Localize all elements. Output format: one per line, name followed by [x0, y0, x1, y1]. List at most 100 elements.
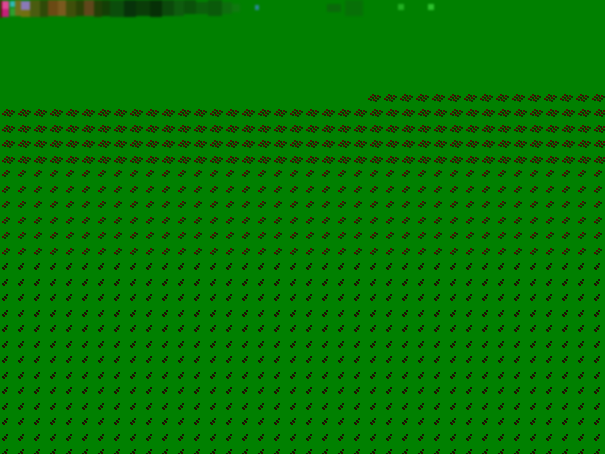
grass-tuft	[546, 341, 548, 343]
grass-tuft	[258, 387, 260, 389]
hud-pixel-block	[255, 5, 259, 10]
grass-tuft	[466, 449, 468, 451]
grass-tuft	[2, 248, 4, 250]
grass-tuft	[482, 263, 484, 265]
grass-tuft	[82, 372, 84, 374]
grass-tuft	[514, 418, 516, 420]
grass-tuft	[402, 387, 404, 389]
grass-tuft	[50, 139, 52, 141]
grass-tuft	[18, 387, 20, 389]
grass-tuft	[498, 201, 500, 203]
grass-tuft	[226, 201, 228, 203]
grass-tuft	[338, 434, 340, 436]
grass-tuft	[354, 217, 356, 219]
grass-tuft	[306, 418, 308, 420]
grass-tuft	[2, 325, 4, 327]
grass-tuft	[386, 325, 388, 327]
grass-tuft	[530, 155, 532, 157]
grass-tuft	[34, 387, 36, 389]
grass-tuft	[242, 279, 244, 281]
grass-tuft	[18, 186, 20, 188]
grass-tuft	[546, 418, 548, 420]
grass-tuft	[546, 108, 548, 110]
grass-tuft	[514, 294, 516, 296]
grass-tuft	[594, 449, 596, 451]
grass-tuft	[306, 108, 308, 110]
grass-tuft	[498, 217, 500, 219]
grass-tuft	[66, 248, 68, 250]
grass-tuft	[242, 418, 244, 420]
grass-tuft	[418, 232, 420, 234]
grass-tuft	[210, 418, 212, 420]
grass-tuft	[226, 356, 228, 358]
grass-tuft	[258, 124, 260, 126]
grass-tuft	[162, 155, 164, 157]
hud-pixel-block	[30, 0, 40, 17]
grass-tuft	[434, 232, 436, 234]
grass-tuft	[274, 387, 276, 389]
grass-tuft	[322, 155, 324, 157]
grass-tuft	[66, 356, 68, 358]
grass-tuft	[18, 201, 20, 203]
grass-tuft	[178, 139, 180, 141]
grass-tuft	[242, 186, 244, 188]
grass-tuft	[578, 341, 580, 343]
grass-tuft	[322, 325, 324, 327]
grass-tuft	[530, 387, 532, 389]
grass-tuft	[82, 201, 84, 203]
grass-tuft	[482, 155, 484, 157]
grass-tuft	[562, 248, 564, 250]
grass-tuft	[178, 170, 180, 172]
grass-tuft	[146, 124, 148, 126]
grass-tuft	[594, 403, 596, 405]
grass-tuft	[432, 93, 434, 95]
grass-tuft	[98, 418, 100, 420]
grass-tuft	[386, 232, 388, 234]
grass-tuft	[434, 186, 436, 188]
grass-tuft	[258, 403, 260, 405]
hud-pixel-block	[398, 4, 404, 10]
grass-tuft	[402, 108, 404, 110]
grass-tuft	[178, 232, 180, 234]
grass-tuft	[434, 263, 436, 265]
grass-tuft	[322, 232, 324, 234]
grass-tuft	[290, 248, 292, 250]
grass-tuft	[226, 449, 228, 451]
grass-tuft	[194, 418, 196, 420]
grass-tuft	[386, 108, 388, 110]
grass-tuft	[258, 294, 260, 296]
grass-tuft	[194, 108, 196, 110]
hud-pixel-block	[21, 1, 30, 10]
grass-tuft	[2, 139, 4, 141]
grass-tuft	[562, 124, 564, 126]
grass-tuft	[530, 186, 532, 188]
grass-tuft	[466, 279, 468, 281]
grass-tuft	[66, 434, 68, 436]
grass-tuft	[290, 186, 292, 188]
grass-tuft	[258, 325, 260, 327]
grass-tuft	[322, 201, 324, 203]
grass-tuft	[418, 263, 420, 265]
grass-tuft	[114, 294, 116, 296]
grass-tuft	[274, 372, 276, 374]
grass-tuft	[400, 93, 402, 95]
grass-tuft	[18, 248, 20, 250]
grass-tuft	[146, 217, 148, 219]
grass-tuft	[274, 294, 276, 296]
grass-tuft	[466, 170, 468, 172]
grass-tuft	[578, 248, 580, 250]
grass-tuft	[578, 186, 580, 188]
grass-tuft	[594, 248, 596, 250]
grass-tuft	[338, 356, 340, 358]
grass-tuft	[50, 434, 52, 436]
grass-tuft	[418, 139, 420, 141]
grass-tuft	[514, 232, 516, 234]
grass-tuft	[514, 325, 516, 327]
grass-tuft	[2, 294, 4, 296]
grass-tuft	[546, 186, 548, 188]
grass-tuft	[114, 310, 116, 312]
grass-tuft	[498, 310, 500, 312]
grass-tuft	[434, 294, 436, 296]
